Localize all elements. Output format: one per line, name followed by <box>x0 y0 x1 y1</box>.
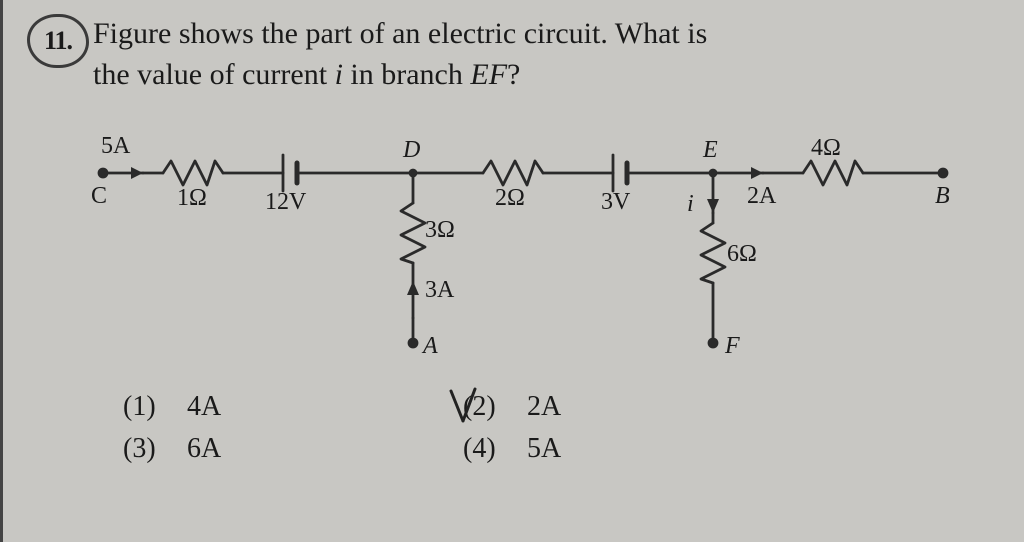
options: (1) 4A (2) 2A (3) 6A (4) 5A <box>123 391 803 465</box>
option-1: (1) 4A <box>123 391 463 423</box>
question-line1: Figure shows the part of an electric cir… <box>93 17 707 50</box>
question-line2-suffix: ? <box>507 58 520 91</box>
label-2A: 2A <box>747 183 776 210</box>
label-B: B <box>935 183 950 210</box>
question-line2-prefix: the value of current <box>93 58 335 91</box>
question-number-wrap: 11. <box>23 14 93 68</box>
question-line2-mid: in branch <box>343 58 470 91</box>
variable-i: i <box>335 58 343 91</box>
option-4-num: (4) <box>463 433 509 465</box>
option-2: (2) 2A <box>463 391 803 423</box>
question-header: 11. Figure shows the part of an electric… <box>23 0 1024 95</box>
question-text: Figure shows the part of an electric cir… <box>93 14 1024 95</box>
label-3A: 3A <box>425 277 454 304</box>
option-3-val: 6A <box>187 433 221 465</box>
circuit-svg <box>83 113 983 383</box>
label-D: D <box>403 137 420 164</box>
option-3: (3) 6A <box>123 433 463 465</box>
label-C: C <box>91 183 107 210</box>
label-E: E <box>703 137 718 164</box>
page: 11. Figure shows the part of an electric… <box>0 0 1024 542</box>
option-2-num: (2) <box>463 391 509 423</box>
option-2-val: 2A <box>527 391 561 423</box>
label-3ohm: 3Ω <box>425 217 455 244</box>
label-4ohm: 4Ω <box>811 135 841 162</box>
label-5A: 5A <box>101 133 130 160</box>
label-i: i <box>687 191 694 218</box>
label-3V: 3V <box>601 189 630 216</box>
label-1ohm: 1Ω <box>177 185 207 212</box>
label-A: A <box>423 333 438 360</box>
question-number: 11. <box>27 14 89 68</box>
label-2ohm: 2Ω <box>495 185 525 212</box>
option-1-val: 4A <box>187 391 221 423</box>
option-1-num: (1) <box>123 391 169 423</box>
label-6ohm: 6Ω <box>727 241 757 268</box>
option-4: (4) 5A <box>463 433 803 465</box>
option-4-val: 5A <box>527 433 561 465</box>
option-3-num: (3) <box>123 433 169 465</box>
circuit-diagram: C 5A 1Ω 12V D 3Ω 3A A 2Ω 3V E i 6Ω F 2A … <box>83 113 983 383</box>
branch-ef: EF <box>470 58 507 91</box>
label-12V: 12V <box>265 189 306 216</box>
label-F: F <box>725 333 740 360</box>
